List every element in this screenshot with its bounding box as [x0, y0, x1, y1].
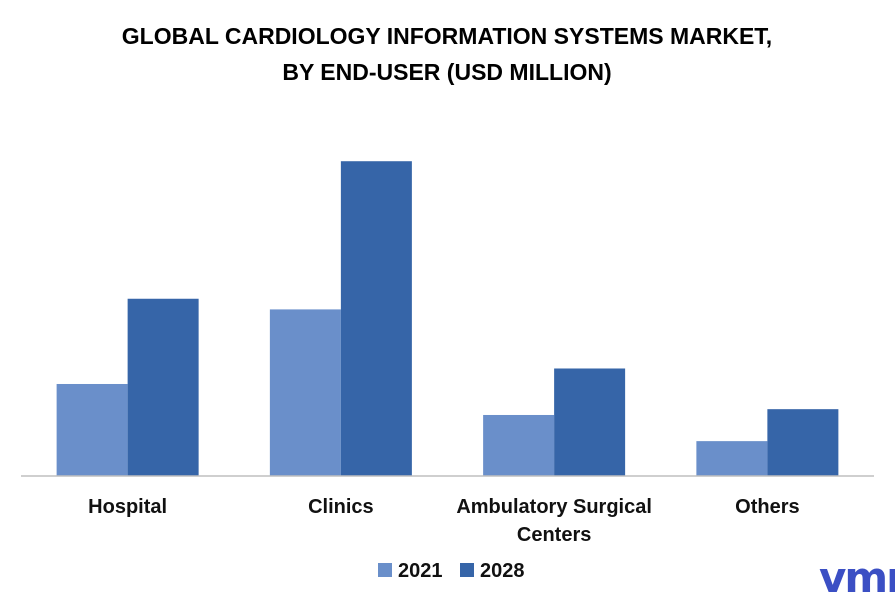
bar-2021-0 — [56, 383, 128, 476]
chart-title-line-2: BY END-USER (USD MILLION) — [282, 59, 611, 85]
bar-2021-3 — [696, 441, 768, 476]
legend-swatch-2028 — [460, 563, 474, 577]
bar-2028-2 — [554, 368, 626, 476]
legend: 2021 2028 — [378, 560, 525, 582]
bar-2028-3 — [767, 409, 839, 476]
chart-title: GLOBAL CARDIOLOGY INFORMATION SYSTEMS MA… — [122, 23, 772, 85]
category-label-3-0: Others — [735, 496, 799, 518]
vmr-logo-text: vmr — [819, 553, 895, 602]
legend-swatch-2021 — [378, 563, 392, 577]
category-label-2-0: Ambulatory Surgical — [456, 496, 652, 518]
category-label-1-0: Clinics — [308, 496, 374, 518]
bar-2021-1 — [269, 309, 341, 476]
legend-label-2021: 2021 — [398, 560, 443, 582]
category-label-0-0: Hospital — [88, 496, 167, 518]
category-label-2-1: Centers — [517, 524, 591, 546]
bar-2028-1 — [340, 161, 412, 476]
bars-group — [56, 161, 839, 476]
vmr-logo: vmr — [819, 553, 895, 602]
chart-title-line-1: GLOBAL CARDIOLOGY INFORMATION SYSTEMS MA… — [122, 23, 772, 49]
category-labels: Hospital Clinics Ambulatory Surgical Center… — [88, 496, 799, 546]
bar-2028-0 — [127, 298, 199, 476]
bar-2021-2 — [483, 414, 555, 476]
legend-label-2028: 2028 — [480, 560, 525, 582]
